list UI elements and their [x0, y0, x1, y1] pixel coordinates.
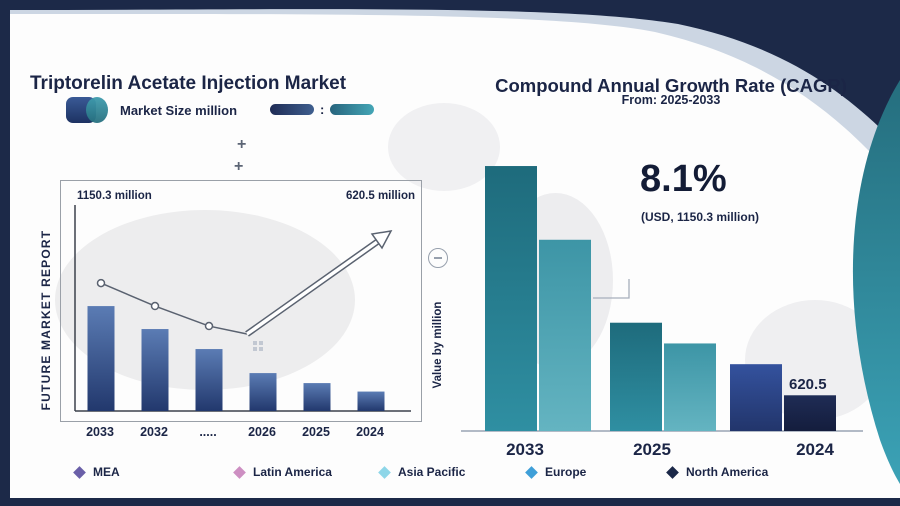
cagr-range: From: 2025-2033	[621, 93, 721, 107]
cagr-bar-2025-2	[664, 343, 716, 431]
step-decoration	[593, 279, 630, 299]
legend-diamond-icon	[73, 465, 86, 479]
cagr-bar-2025-1	[610, 322, 662, 431]
x-label-2025: 2025	[633, 440, 671, 459]
legend-item-mea: MEA	[73, 463, 120, 481]
end-value-label: 620.5	[789, 376, 827, 393]
trend-marker	[96, 278, 106, 288]
x-label-2024: 2024	[796, 440, 834, 459]
market-bar-.....	[195, 349, 223, 411]
region-legend: MEA Latin America Asia Pacific Europe North …	[0, 463, 900, 483]
legend-label: North America	[686, 465, 769, 479]
left-x-axis-labels: 2033 2032..... 2026 2025 2024	[60, 425, 420, 441]
market-size-chart: 1150.3 million 620.5 million	[60, 180, 422, 422]
growth-arrow-head	[370, 230, 393, 250]
growth-arrow-fill	[245, 240, 379, 336]
cagr-bar-2024-1	[730, 364, 782, 431]
trend-line	[100, 282, 248, 335]
legend-item-asia-pacific: Asia Pacific	[378, 463, 466, 481]
circle-dash-icon	[428, 248, 448, 268]
legend-pills: :	[270, 102, 375, 117]
trend-marker	[150, 301, 160, 311]
cagr-bar-2033-2	[539, 239, 591, 431]
market-bar-2024	[357, 391, 385, 411]
legend-item-north-america: North America	[666, 463, 769, 481]
legend-diamond-icon	[666, 465, 679, 479]
x-label-.....: .....	[199, 425, 217, 439]
x-label-2033: 2033	[506, 440, 544, 459]
legend-label: Asia Pacific	[398, 465, 466, 479]
legend-label: Latin America	[253, 465, 332, 479]
legend-diamond-icon	[378, 465, 391, 479]
cagr-bar-2024-2	[784, 395, 836, 431]
cagr-bar-chart: 2033 2025 2024 620.5	[461, 166, 863, 459]
x-label-2025: 2025	[302, 425, 330, 439]
market-size-icon	[66, 97, 108, 123]
cagr-value: 8.1%	[640, 158, 727, 200]
plus-decoration: +	[237, 136, 247, 153]
cagr-note: (USD, 1150.3 million)	[641, 210, 760, 224]
market-bar-2026	[249, 373, 277, 411]
plus-decoration: +	[234, 158, 244, 175]
legend-label: MEA	[93, 465, 120, 479]
market-size-legend: Market Size million	[64, 94, 237, 126]
x-label-2033: 2033	[86, 425, 114, 439]
grid-dots-icon	[253, 341, 263, 351]
future-market-report-label: FUTURE MARKET REPORT	[39, 229, 53, 411]
trend-marker	[204, 321, 214, 331]
x-label-2024: 2024	[356, 425, 384, 439]
pill-separator: :	[320, 102, 325, 117]
cagr-bar-2033-1	[485, 166, 537, 432]
value-by-million-label: Value by million	[432, 301, 444, 389]
legend-diamond-icon	[525, 465, 538, 479]
bottom-frame	[0, 498, 900, 506]
market-bar-2033	[87, 306, 115, 411]
start-value-label: 1150.3 million	[77, 190, 152, 202]
page-title: Triptorelin Acetate Injection Market	[30, 72, 347, 94]
x-label-2026: 2026	[248, 425, 276, 439]
x-label-2032: 2032	[140, 425, 168, 439]
market-bar-2025	[303, 383, 331, 411]
market-size-bar-chart	[74, 205, 411, 412]
legend-item-europe: Europe	[525, 463, 587, 481]
end-value-label: 620.5 million	[345, 190, 415, 202]
legend-label: Europe	[545, 465, 587, 479]
market-size-label: Market Size million	[120, 102, 238, 118]
pill-teal	[330, 104, 375, 115]
pill-navy	[270, 104, 314, 115]
market-bar-2032	[141, 329, 169, 411]
left-frame	[0, 0, 10, 506]
legend-item-latin-america: Latin America	[233, 463, 332, 481]
legend-diamond-icon	[233, 465, 246, 479]
